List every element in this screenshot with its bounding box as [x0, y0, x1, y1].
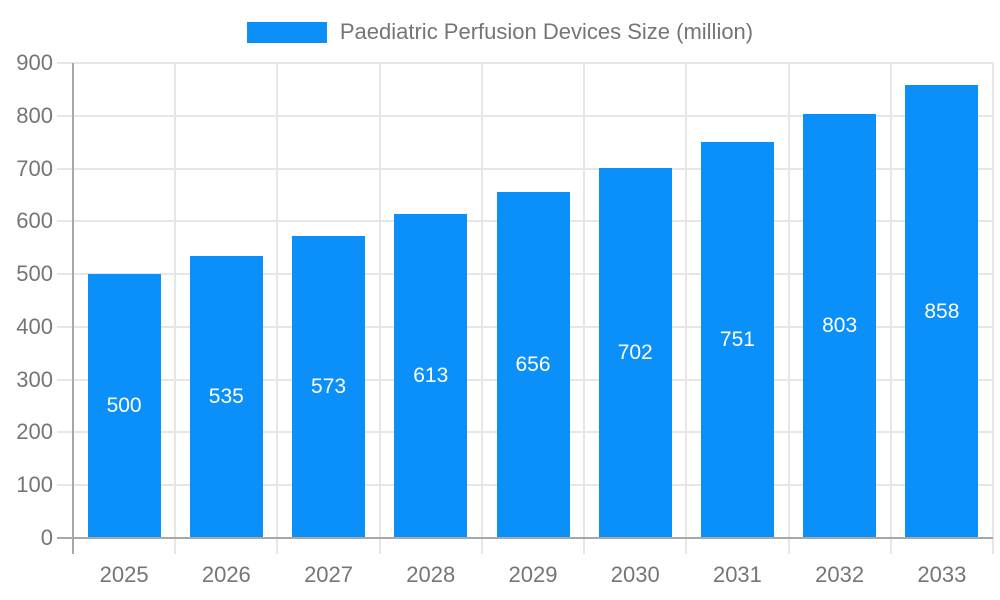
legend-label: Paediatric Perfusion Devices Size (milli…: [339, 19, 754, 44]
bar-2027[interactable]: 573: [292, 235, 366, 538]
bar-2032[interactable]: 803: [803, 114, 877, 538]
y-tick-600: [57, 220, 73, 223]
gridline-x-3: [378, 63, 381, 538]
x-axis-label-2030: 2030: [610, 562, 660, 587]
gridline-x-5: [583, 63, 586, 538]
x-axis-label-2026: 2026: [201, 562, 251, 587]
gridline-y-800: [73, 114, 993, 117]
bar-value-2025: 500: [106, 394, 142, 418]
bar-value-2030: 702: [617, 340, 653, 364]
legend-swatch: [246, 21, 327, 43]
bar-value-2026: 535: [208, 384, 244, 408]
y-tick-800: [57, 114, 73, 117]
bar-2029[interactable]: 656: [496, 191, 570, 538]
x-axis-line: [57, 537, 993, 539]
y-tick-200: [57, 431, 73, 434]
bar-2025[interactable]: 500: [87, 274, 161, 538]
bar-value-2027: 573: [311, 374, 347, 398]
y-axis-label-400: 400: [16, 313, 53, 339]
bar-value-2029: 656: [515, 352, 551, 376]
bar-value-2028: 613: [413, 364, 449, 388]
y-tick-900: [57, 62, 73, 64]
y-tick-400: [57, 325, 73, 328]
bar-2028[interactable]: 613: [394, 214, 468, 538]
x-tick-5: [583, 538, 586, 554]
y-tick-500: [57, 273, 73, 276]
bar-2030[interactable]: 702: [598, 167, 672, 538]
x-axis-label-2027: 2027: [304, 562, 354, 587]
y-axis-label-800: 800: [16, 102, 53, 128]
gridline-x-4: [480, 63, 483, 538]
y-axis-line: [72, 63, 74, 554]
gridline-y-900: [73, 62, 993, 64]
x-axis-label-2029: 2029: [508, 562, 558, 587]
bar-value-2032: 803: [822, 314, 858, 338]
y-tick-700: [57, 167, 73, 170]
y-axis-label-100: 100: [16, 472, 53, 498]
gridline-y-700: [73, 167, 993, 170]
legend[interactable]: Paediatric Perfusion Devices Size (milli…: [0, 12, 1000, 52]
x-tick-1: [174, 538, 177, 554]
x-tick-8: [889, 538, 892, 554]
x-tick-9: [992, 538, 994, 554]
y-axis-label-500: 500: [16, 261, 53, 287]
y-axis-label-900: 900: [16, 50, 53, 75]
y-tick-300: [57, 378, 73, 381]
gridline-x-8: [889, 63, 892, 538]
x-axis-label-2033: 2033: [917, 562, 967, 587]
bar-value-2031: 751: [719, 327, 755, 351]
y-axis-label-700: 700: [16, 155, 53, 181]
x-tick-2: [276, 538, 279, 554]
bar-2031[interactable]: 751: [700, 141, 774, 538]
gridline-x-2: [276, 63, 279, 538]
x-axis-label-2032: 2032: [815, 562, 865, 587]
bar-value-2033: 858: [924, 299, 960, 323]
x-axis-label-2028: 2028: [406, 562, 456, 587]
y-axis-label-600: 600: [16, 208, 53, 234]
x-tick-7: [787, 538, 790, 554]
bar-2033[interactable]: 858: [905, 85, 979, 538]
x-axis-label-2025: 2025: [99, 562, 149, 587]
x-tick-4: [480, 538, 483, 554]
y-tick-100: [57, 484, 73, 487]
gridline-x-6: [685, 63, 688, 538]
x-tick-3: [378, 538, 381, 554]
gridline-x-7: [787, 63, 790, 538]
bar-2026[interactable]: 535: [189, 255, 263, 538]
gridline-x-1: [174, 63, 177, 538]
y-axis-label-0: 0: [40, 525, 53, 550]
gridline-x-9: [992, 63, 994, 538]
x-axis-label-2031: 2031: [712, 562, 762, 587]
x-tick-6: [685, 538, 688, 554]
y-axis-label-300: 300: [16, 366, 53, 392]
y-axis-label-200: 200: [16, 419, 53, 445]
